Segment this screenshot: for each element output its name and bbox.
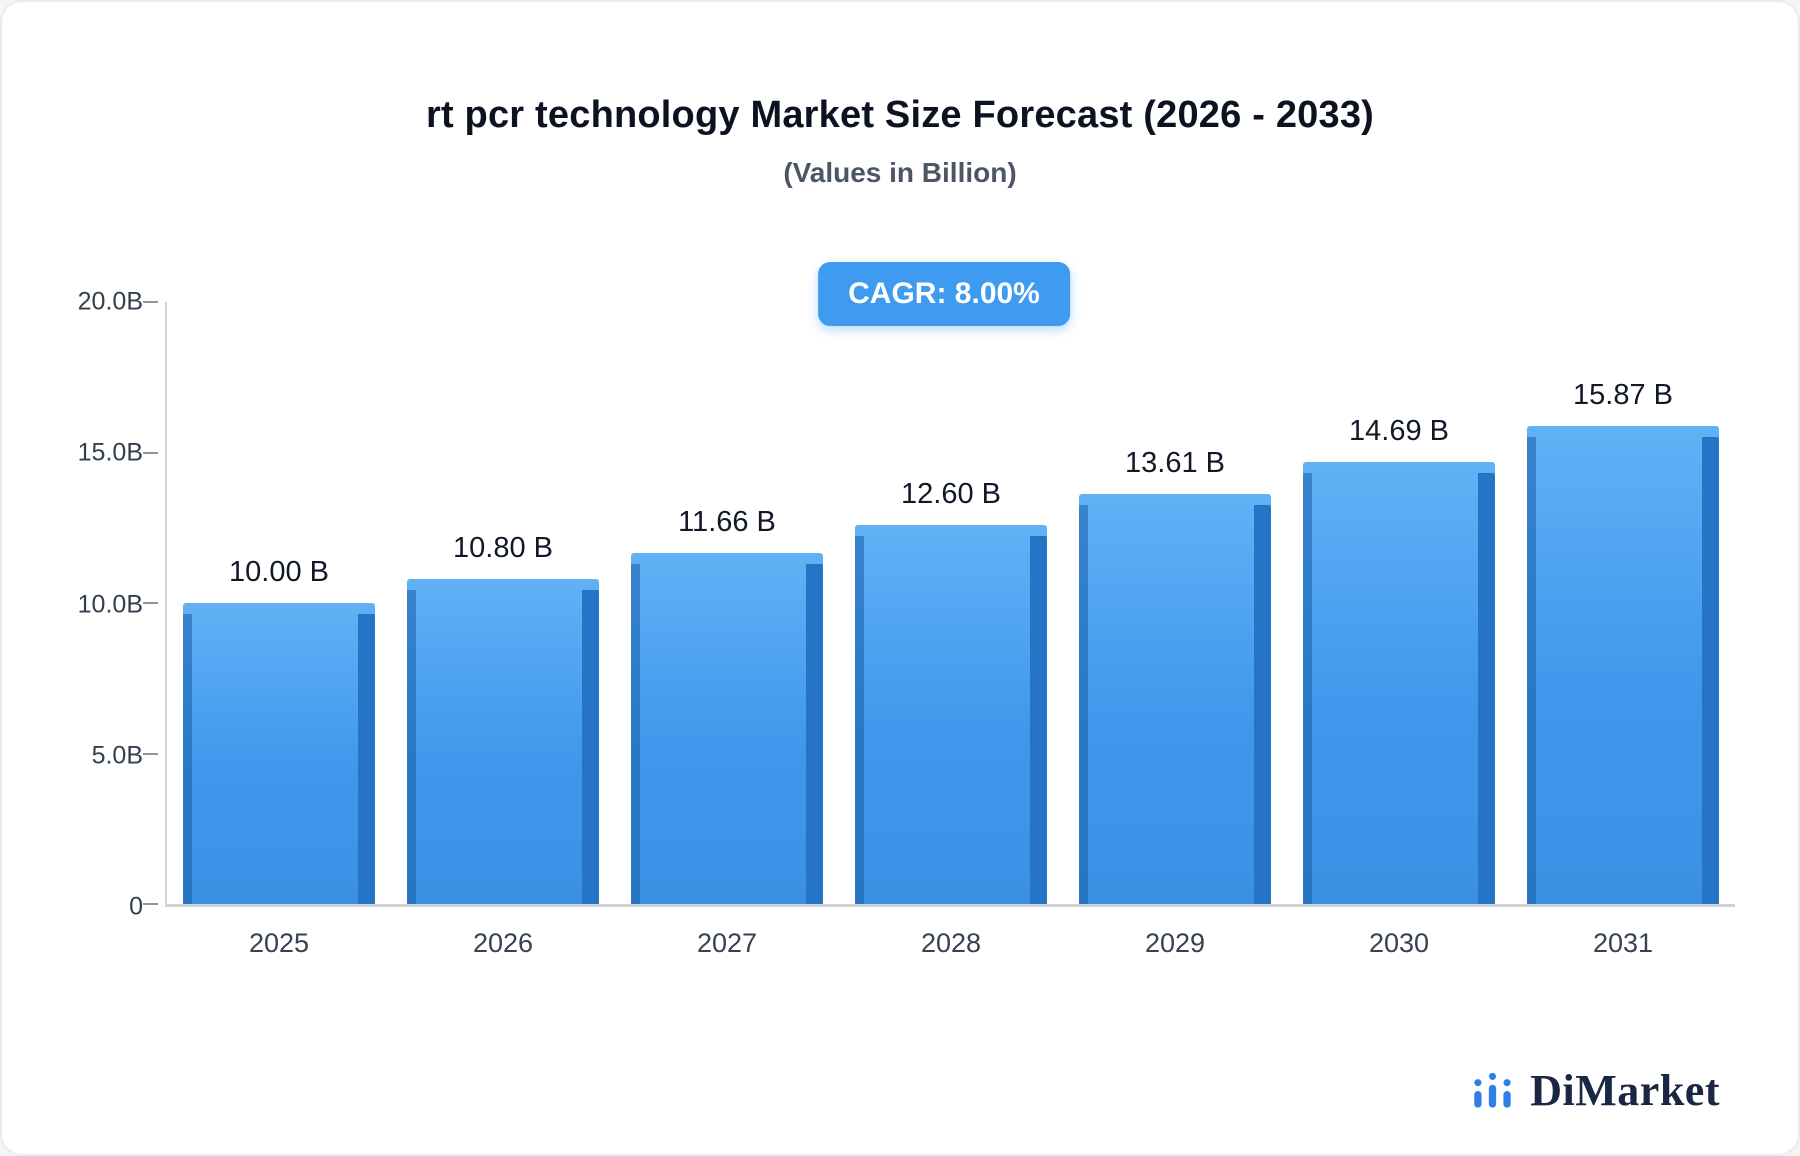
bar-value-label: 15.87 B xyxy=(1573,379,1673,412)
y-tick-label: 0 xyxy=(129,892,143,921)
bar-group: 10.00 B 2025 xyxy=(167,302,391,958)
bar-2028[interactable] xyxy=(855,524,1047,904)
y-tick-mark xyxy=(143,903,158,905)
x-axis-label: 2027 xyxy=(696,928,758,958)
y-tick-mark xyxy=(143,602,158,604)
bar-group: 15.87 B 2031 xyxy=(1511,302,1735,958)
bar-2025[interactable] xyxy=(183,603,375,904)
bar-value-label: 14.69 B xyxy=(1349,414,1449,447)
bar-2031[interactable] xyxy=(1527,426,1719,904)
bar-value-label: 10.00 B xyxy=(229,556,329,588)
chart-title: rt pcr technology Market Size Forecast (… xyxy=(425,94,1375,136)
logo-text: DiMarket xyxy=(1530,1066,1720,1115)
x-axis-label: 2029 xyxy=(1144,928,1206,958)
bar-group: 13.61 B 2029 xyxy=(1063,302,1287,958)
x-axis-label: 2025 xyxy=(248,928,310,958)
bar-group: 10.80 B 2026 xyxy=(391,302,615,958)
bar-3d-edge xyxy=(183,614,192,904)
y-tick-label: 10.0B xyxy=(77,590,143,618)
dimarket-logo: DiMarket xyxy=(1468,1065,1720,1116)
y-tick-label: 20.0B xyxy=(77,287,143,316)
y-tick-label: 15.0B xyxy=(77,438,143,467)
bar-3d-edge xyxy=(1303,472,1312,904)
bar-value-label: 11.66 B xyxy=(678,506,776,539)
y-tick-mark xyxy=(143,752,158,755)
y-tick-label: 5.0B xyxy=(91,741,143,770)
y-tick-mark xyxy=(143,451,158,454)
plot-area: 10.00 B 2025 10.80 B 2026 11.66 B 2027 12.60 B… xyxy=(143,301,1735,958)
bar-group: 12.60 B 2028 xyxy=(839,302,1063,958)
x-axis-label: 2030 xyxy=(1368,928,1430,958)
bar-3d-edge xyxy=(1527,437,1536,904)
chart-subtitle: (Values in Billion) xyxy=(783,157,1017,188)
bar-3d-side xyxy=(1702,437,1719,904)
bar-chart: 20.0B 15.0B 10.0B 5.0B 0 10.00 B 2025 10.80 B 2… xyxy=(47,288,1743,1002)
bar-3d-side xyxy=(1478,472,1495,904)
x-axis-label: 2031 xyxy=(1592,928,1654,958)
bar-3d-side xyxy=(358,614,375,904)
bar-2029[interactable] xyxy=(1079,494,1271,904)
bar-group: 11.66 B 2027 xyxy=(615,302,839,958)
bar-group: 14.69 B 2030 xyxy=(1287,302,1511,958)
bar-3d-edge xyxy=(1079,505,1088,904)
x-axis-label: 2028 xyxy=(920,928,982,958)
cagr-badge: CAGR: 8.00% xyxy=(818,262,1070,326)
bar-2027[interactable] xyxy=(631,553,823,904)
bar-3d-edge xyxy=(631,564,640,904)
bar-3d-side xyxy=(1030,535,1047,904)
bar-chart-logo-icon xyxy=(1474,1072,1511,1108)
x-axis-label: 2026 xyxy=(472,928,534,958)
bar-3d-side xyxy=(1254,505,1271,904)
bar-value-label: 12.60 B xyxy=(901,477,1001,510)
bar-3d-side xyxy=(806,564,823,904)
bar-value-label: 10.80 B xyxy=(453,531,553,564)
bar-2030[interactable] xyxy=(1303,461,1495,904)
bar-2026[interactable] xyxy=(407,578,599,904)
bar-3d-edge xyxy=(407,589,416,904)
bar-3d-edge xyxy=(855,535,864,904)
y-tick-mark xyxy=(143,301,158,303)
y-axis: 20.0B 15.0B 10.0B 5.0B 0 xyxy=(47,288,143,921)
bar-value-label: 13.61 B xyxy=(1125,447,1225,480)
bar-3d-side xyxy=(582,589,599,904)
